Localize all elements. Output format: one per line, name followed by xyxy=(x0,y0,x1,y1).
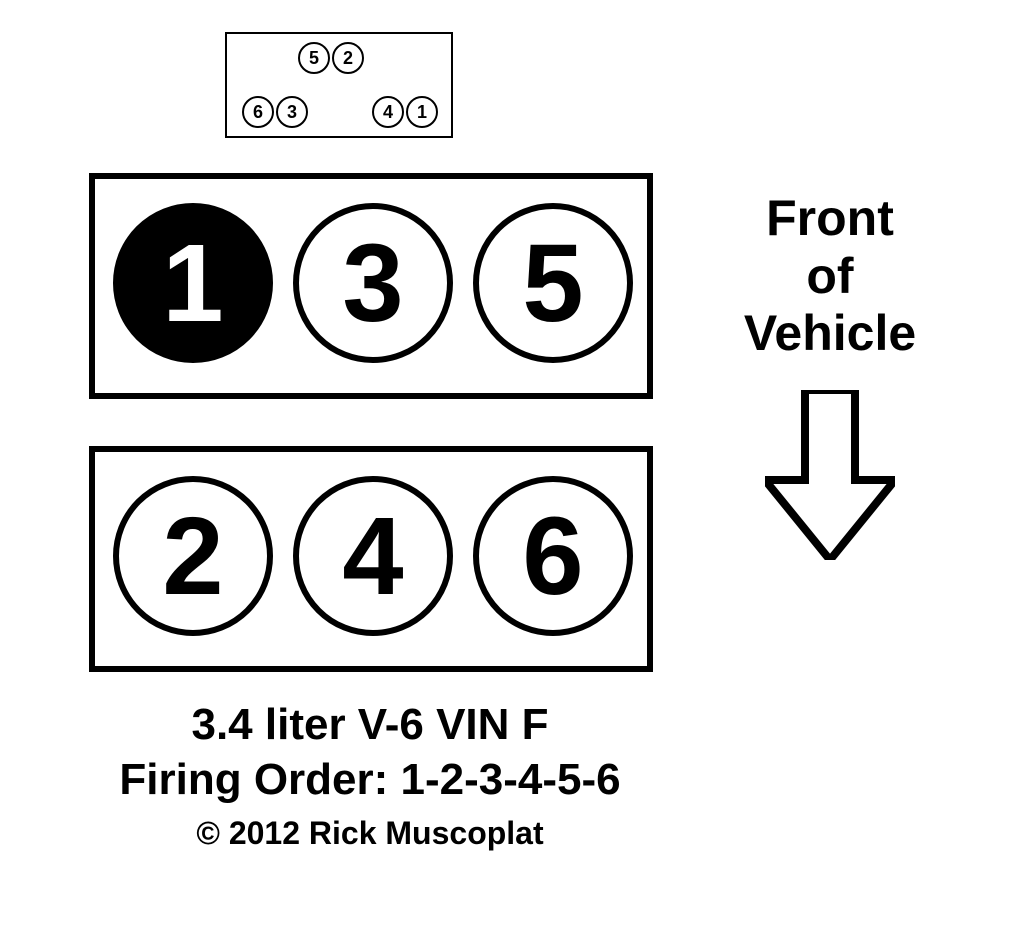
cylinder-2: 2 xyxy=(113,476,273,636)
cylinder-1: 1 xyxy=(113,203,273,363)
front-of-vehicle-label: Front of Vehicle xyxy=(700,190,960,363)
front-label-line-3: Vehicle xyxy=(700,305,960,363)
coil-terminal-1: 1 xyxy=(406,96,438,128)
cylinder-4: 4 xyxy=(293,476,453,636)
copyright-text: © 2012 Rick Muscoplat xyxy=(0,815,740,852)
cylinder-3: 3 xyxy=(293,203,453,363)
coil-terminal-6: 6 xyxy=(242,96,274,128)
coil-terminal-4: 4 xyxy=(372,96,404,128)
front-label-line-1: Front xyxy=(700,190,960,248)
engine-spec-caption: 3.4 liter V-6 VIN F xyxy=(0,700,740,750)
cylinder-6: 6 xyxy=(473,476,633,636)
coil-terminal-2: 2 xyxy=(332,42,364,74)
down-arrow-icon xyxy=(765,390,895,560)
coil-terminal-3: 3 xyxy=(276,96,308,128)
coil-terminal-5: 5 xyxy=(298,42,330,74)
arrow-path xyxy=(765,390,895,560)
front-label-line-2: of xyxy=(700,248,960,306)
cylinder-5: 5 xyxy=(473,203,633,363)
firing-order-caption: Firing Order: 1-2-3-4-5-6 xyxy=(0,755,740,805)
